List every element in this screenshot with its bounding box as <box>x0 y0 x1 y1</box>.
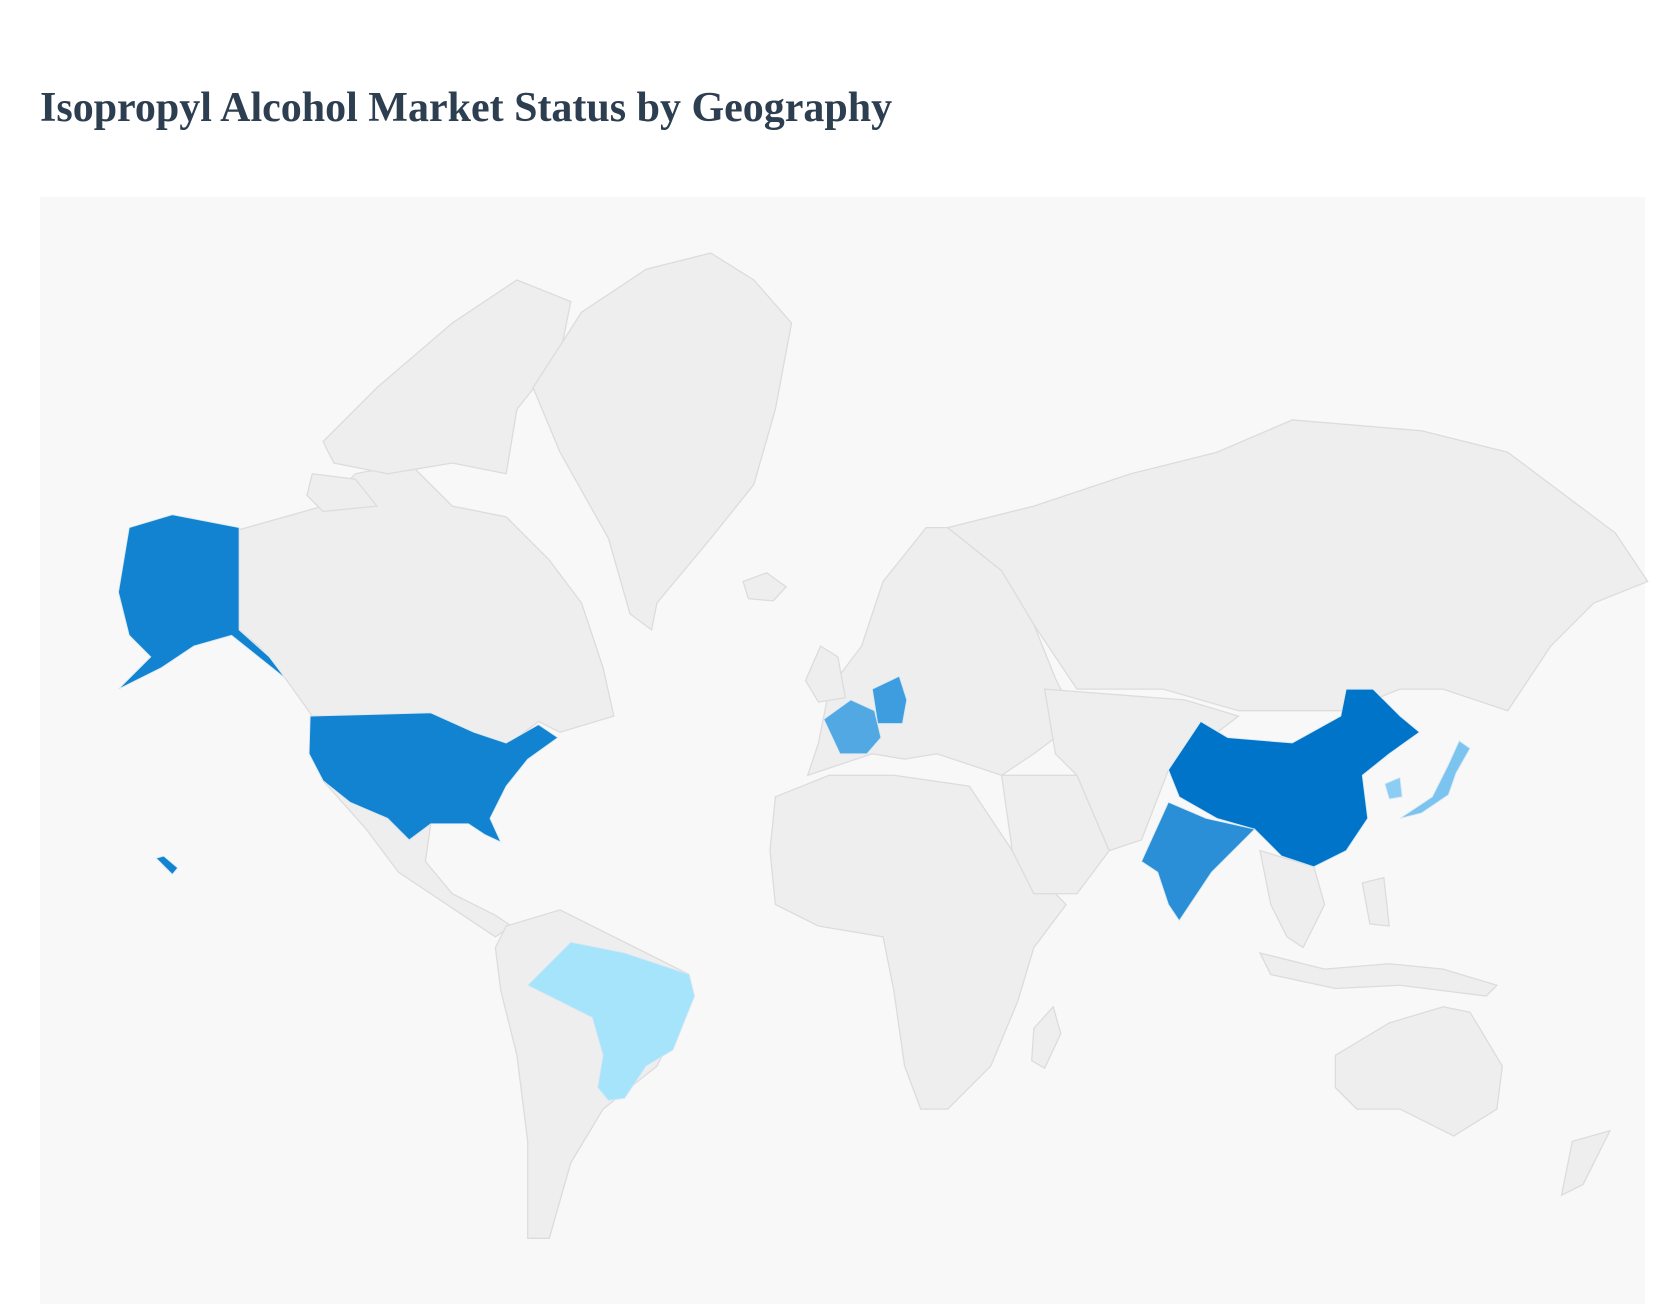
land-madagascar <box>1031 1005 1062 1070</box>
country-usa[interactable]: United States <box>155 855 179 875</box>
land-greenland <box>532 252 793 632</box>
country-usa[interactable]: United States <box>118 514 286 690</box>
country-germany[interactable]: Germany <box>871 675 908 725</box>
country-south-korea[interactable]: South Korea <box>1384 776 1403 800</box>
land-philippines <box>1361 876 1390 927</box>
country-france[interactable]: France <box>823 699 882 755</box>
land-canada <box>238 462 615 755</box>
land-centralasia <box>1043 688 1240 852</box>
page-title: Isopropyl Alcohol Market Status by Geogr… <box>40 85 893 131</box>
country-india[interactable]: India <box>1140 801 1256 922</box>
highlighted-countries: ChinaUnited StatesUnited StatesUnited St… <box>118 514 1471 1101</box>
country-brazil[interactable]: Brazil <box>526 941 696 1101</box>
land-uk <box>804 645 847 703</box>
land-iceland <box>742 572 788 602</box>
land-russia <box>946 419 1649 712</box>
land-indonesia <box>1258 951 1499 997</box>
land-africa <box>769 774 1068 1110</box>
land-australia <box>1334 1006 1503 1137</box>
land-arctic2 <box>306 473 379 513</box>
country-usa[interactable]: United States <box>308 712 559 843</box>
land-newzealand <box>1560 1129 1612 1197</box>
country-japan[interactable]: Japan <box>1399 740 1471 819</box>
land-arctic <box>322 279 572 475</box>
